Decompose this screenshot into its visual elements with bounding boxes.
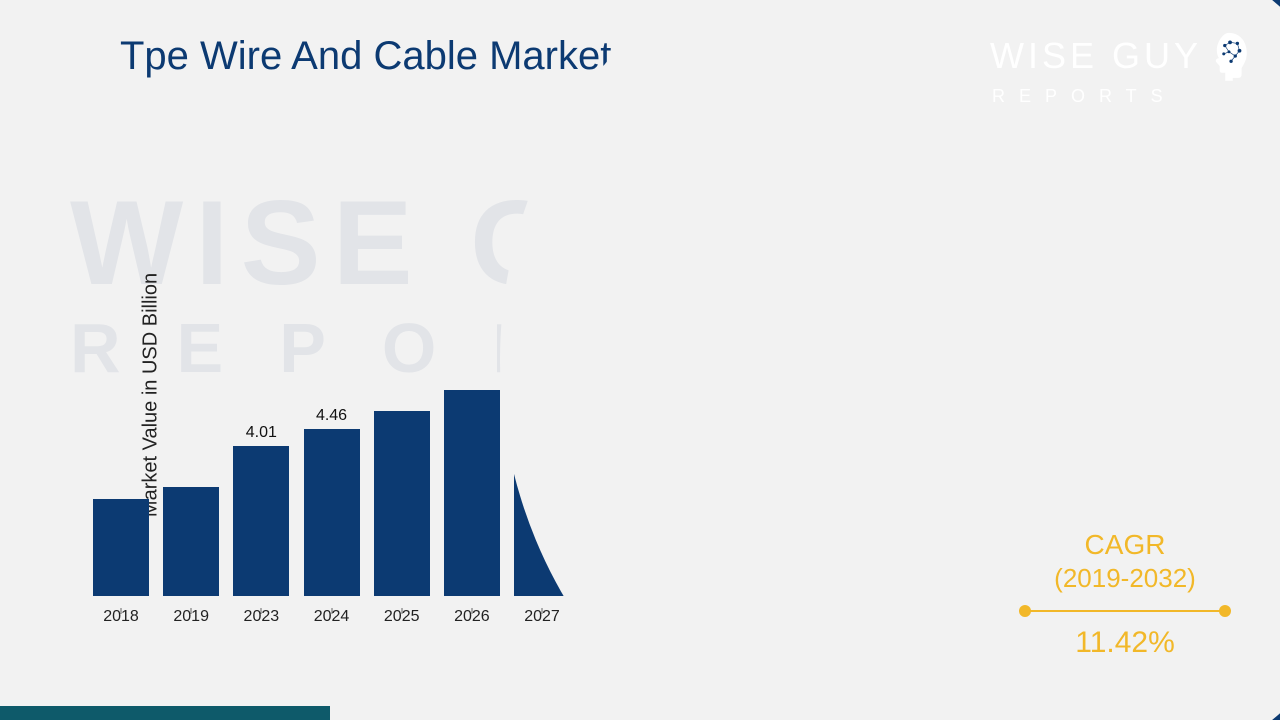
logo-main-row: WISE GUY xyxy=(990,28,1250,84)
bar xyxy=(374,411,430,596)
accent-bottom-bar xyxy=(0,706,330,720)
brand-logo: WISE GUY REPORTS xyxy=(990,28,1250,107)
x-axis-tick-label: 2019 xyxy=(163,608,219,630)
bar-column xyxy=(444,368,500,596)
right-panel: WISE GUY REPORTS xyxy=(970,0,1280,720)
bar-value-label: 4.46 xyxy=(316,407,347,425)
x-axis-tick xyxy=(331,608,332,614)
logo-main-text: WISE GUY xyxy=(990,38,1202,74)
bar-column xyxy=(374,389,430,596)
bar xyxy=(93,499,149,596)
logo-sub-text: REPORTS xyxy=(992,86,1250,107)
x-axis-tick-label: 2018 xyxy=(93,608,149,630)
cagr-box: CAGR (2019-2032) 11.42% xyxy=(1000,529,1250,660)
x-axis-tick-label: 2025 xyxy=(374,608,430,630)
bar-column: 4.46 xyxy=(304,407,360,596)
x-axis-tick xyxy=(401,608,402,614)
cagr-years: (2019-2032) xyxy=(1000,563,1250,594)
x-axis-tick-label: 2026 xyxy=(444,608,500,630)
bar-column: 4.01 xyxy=(233,424,289,596)
x-axis-tick-label: 2024 xyxy=(304,608,360,630)
x-axis-tick xyxy=(191,608,192,614)
bar-column xyxy=(163,465,219,596)
page-root: WISE GUY REPORTS Tpe Wire And Cable Mark… xyxy=(0,0,1280,720)
cagr-label: CAGR xyxy=(1000,529,1250,561)
bar xyxy=(233,446,289,596)
bar xyxy=(163,487,219,596)
x-axis-tick-label: 2027 xyxy=(514,608,570,630)
x-axis-tick xyxy=(261,608,262,614)
x-axis-tick xyxy=(471,608,472,614)
bar xyxy=(304,429,360,596)
cagr-value: 11.42% xyxy=(1000,626,1250,660)
bar-value-label: 4.01 xyxy=(246,424,277,442)
cagr-divider-line xyxy=(1025,610,1225,612)
chart-title: Tpe Wire And Cable Market xyxy=(120,34,611,79)
bar-column xyxy=(93,477,149,596)
bar xyxy=(444,390,500,596)
logo-head-icon xyxy=(1208,28,1250,84)
x-axis-tick xyxy=(121,608,122,614)
x-axis-tick xyxy=(542,608,543,614)
x-axis-tick-label: 2023 xyxy=(233,608,289,630)
